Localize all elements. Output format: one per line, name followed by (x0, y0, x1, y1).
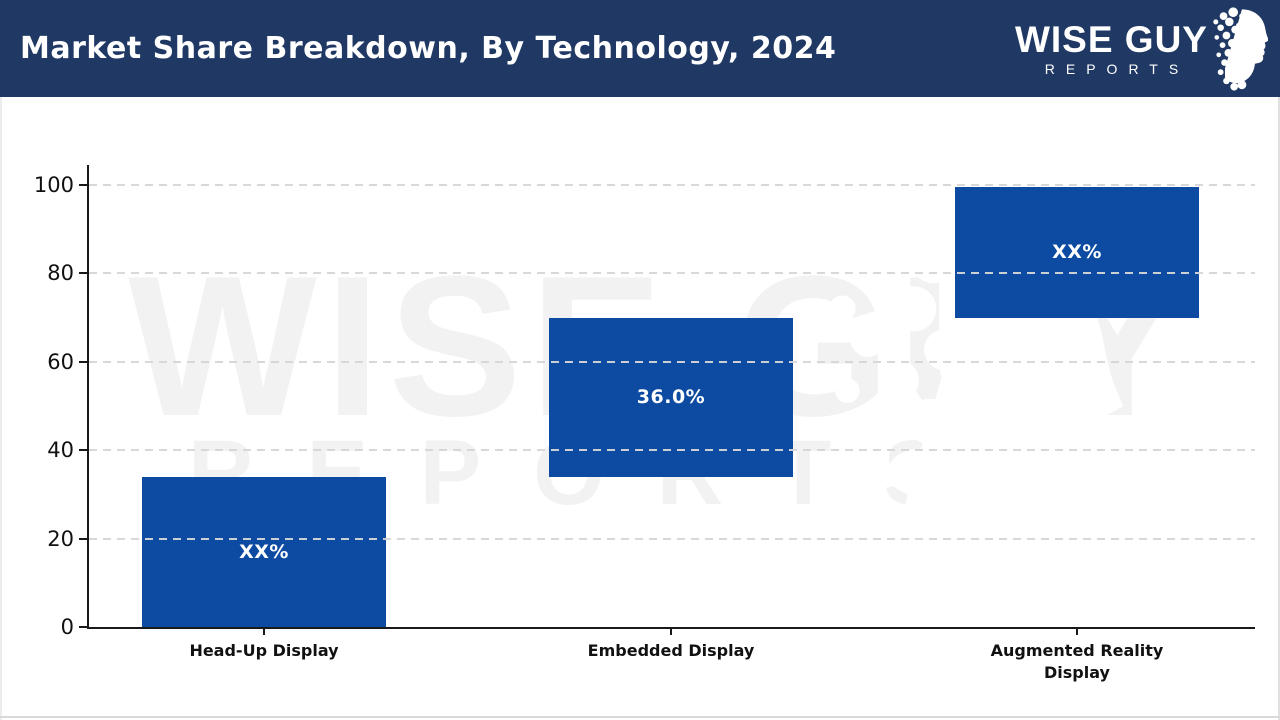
gridline (89, 184, 1255, 186)
y-axis-line (87, 165, 89, 629)
logo-secondary-text: REPORTS (1044, 60, 1190, 77)
logo-primary-text: WISE GUY (1014, 18, 1208, 60)
category-label: Augmented Reality Display (990, 641, 1164, 682)
bar-value-label: XX% (1052, 241, 1102, 264)
bar-segment: 36.0% (549, 317, 793, 477)
gridline (89, 360, 1255, 363)
logo-text: WISE GUY REPORTS (1015, 21, 1208, 77)
wiseguy-head-icon (1213, 6, 1268, 91)
y-tick-mark (79, 537, 88, 540)
bar-value-label: XX% (239, 540, 289, 563)
y-tick-label: 40 (47, 438, 74, 463)
y-tick-mark (79, 360, 88, 363)
plot-area: 0 20 40 60 80 100 XX% Head-Up Display 36.0% Embed… (0, 97, 1280, 720)
page-border-left (0, 97, 2, 720)
y-tick-mark (79, 184, 88, 186)
y-tick-label: 0 (60, 615, 74, 639)
y-tick-mark (79, 626, 88, 628)
chart-title: Market Share Breakdown, By Technology, 2… (20, 31, 837, 66)
chart-area: WISE GUY REPORTS 020406080100XX%Head-Up … (0, 97, 1280, 720)
bar-value-label: 36.0% (636, 386, 706, 409)
y-tick-mark (79, 272, 88, 275)
brand-logo: WISE GUY REPORTS (1015, 0, 1268, 97)
x-tick-mark (1076, 627, 1078, 635)
y-tick-label: 100 (33, 173, 74, 197)
x-tick-mark (670, 627, 672, 635)
y-tick-mark (79, 449, 88, 452)
header-banner: Market Share Breakdown, By Technology, 2… (0, 0, 1280, 97)
gridline (89, 537, 1255, 540)
category-label: Embedded Display (587, 641, 755, 660)
y-tick-label: 60 (47, 349, 74, 374)
gridline (89, 272, 1255, 275)
category-label: Head-Up Display (189, 641, 339, 660)
y-tick-label: 80 (47, 261, 74, 286)
bar-segment: XX% (142, 476, 386, 627)
bar-segment: XX% (955, 187, 1199, 318)
gridline (89, 449, 1255, 452)
page-border-right (1278, 97, 1280, 720)
x-tick-mark (263, 627, 265, 635)
y-tick-label: 20 (47, 526, 74, 551)
page-border-bottom (0, 716, 1280, 718)
